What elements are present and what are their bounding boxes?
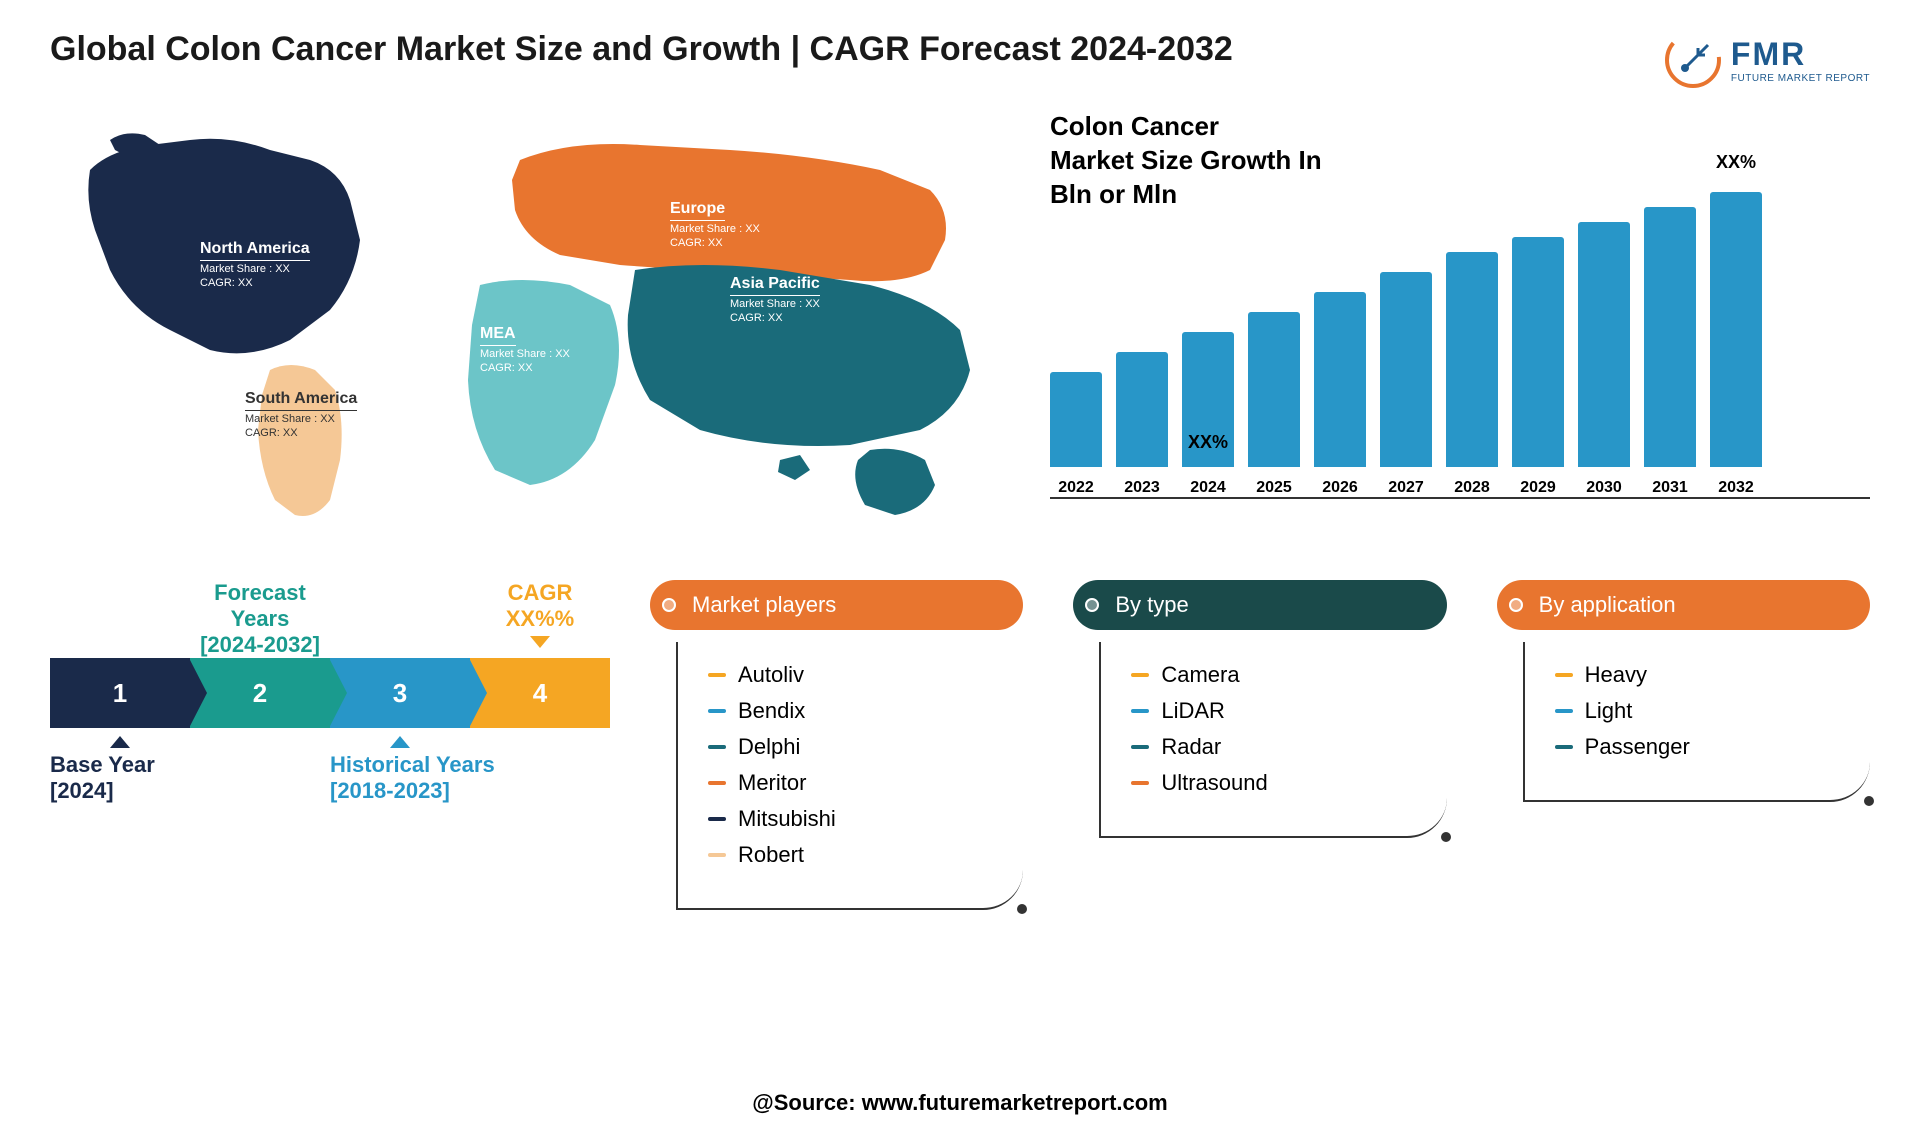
timeline-seg-3: 3: [330, 658, 470, 728]
cat-item: LiDAR: [1131, 698, 1426, 724]
timeline-seg-2: 2: [190, 658, 330, 728]
map-label-europe: Europe Market Share : XX CAGR: XX: [670, 200, 760, 249]
cat-item: Light: [1555, 698, 1850, 724]
map-label-mea: MEA Market Share : XX CAGR: XX: [480, 325, 570, 374]
category-by-application: By application Heavy Light Passenger: [1497, 580, 1870, 910]
bar-2023: 2023: [1116, 352, 1168, 497]
cat-item: Autoliv: [708, 662, 1003, 688]
cat-item: Radar: [1131, 734, 1426, 760]
timeline-seg-4: 4: [470, 658, 610, 728]
cat-header: Market players: [650, 580, 1023, 630]
cat-header: By application: [1497, 580, 1870, 630]
source-text: @Source: www.futuremarketreport.com: [752, 1090, 1168, 1116]
map-label-asia-pacific: Asia Pacific Market Share : XX CAGR: XX: [730, 275, 820, 324]
bar-2029: 2029: [1512, 237, 1564, 497]
bar-2026: 2026: [1314, 292, 1366, 497]
cat-item: Bendix: [708, 698, 1003, 724]
map-label-south-america: South America Market Share : XX CAGR: XX: [245, 390, 357, 439]
fmr-logo: FMR FUTURE MARKET REPORT: [1663, 30, 1870, 90]
logo-sub-text: FUTURE MARKET REPORT: [1731, 73, 1870, 84]
bar-2022: 2022: [1050, 372, 1102, 497]
cat-item: Robert: [708, 842, 1003, 868]
bar-2031: 2031: [1644, 207, 1696, 497]
page-title: Global Colon Cancer Market Size and Grow…: [50, 30, 1233, 69]
timeline-seg-1: 1: [50, 658, 190, 728]
map-label-north-america: North America Market Share : XX CAGR: XX: [200, 240, 310, 289]
cat-item: Meritor: [708, 770, 1003, 796]
tl-label-historical-years: Historical Years[2018-2023]: [330, 736, 510, 804]
map-south-america: [258, 365, 342, 516]
cat-item: Camera: [1131, 662, 1426, 688]
category-market-players: Market players Autoliv Bendix Delphi Mer…: [650, 580, 1023, 910]
tl-label-base-year: Base Year[2024]: [50, 736, 230, 804]
bar-2024: XX% 2024: [1182, 332, 1234, 497]
bar-2032: XX% 2032: [1710, 192, 1762, 497]
cat-item: Mitsubishi: [708, 806, 1003, 832]
category-by-type: By type Camera LiDAR Radar Ultrasound: [1073, 580, 1446, 910]
timeline: Forecast Years[2024-2032] CAGRXX%% 1234 …: [50, 580, 610, 910]
logo-icon: [1663, 30, 1723, 90]
bar-chart: Colon CancerMarket Size Growth InBln or …: [1050, 110, 1870, 530]
bar-2027: 2027: [1380, 272, 1432, 497]
logo-main-text: FMR: [1731, 36, 1870, 73]
bar-2028: 2028: [1446, 252, 1498, 497]
cat-item: Passenger: [1555, 734, 1850, 760]
cat-item: Heavy: [1555, 662, 1850, 688]
tl-label-cagr: CAGRXX%%: [470, 580, 610, 648]
bar-2025: 2025: [1248, 312, 1300, 497]
cat-header: By type: [1073, 580, 1446, 630]
map-mea: [468, 280, 619, 485]
world-map: North America Market Share : XX CAGR: XX…: [50, 110, 1010, 530]
cat-item: Delphi: [708, 734, 1003, 760]
bar-2030: 2030: [1578, 222, 1630, 497]
cat-item: Ultrasound: [1131, 770, 1426, 796]
